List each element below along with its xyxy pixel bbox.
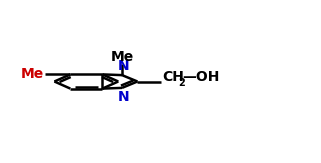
- Text: —OH: —OH: [182, 70, 220, 84]
- Text: 2: 2: [178, 78, 185, 88]
- Text: N: N: [118, 90, 129, 104]
- Text: CH: CH: [162, 70, 184, 84]
- Text: N: N: [118, 59, 129, 73]
- Text: Me: Me: [21, 67, 44, 81]
- Text: Me: Me: [110, 50, 134, 64]
